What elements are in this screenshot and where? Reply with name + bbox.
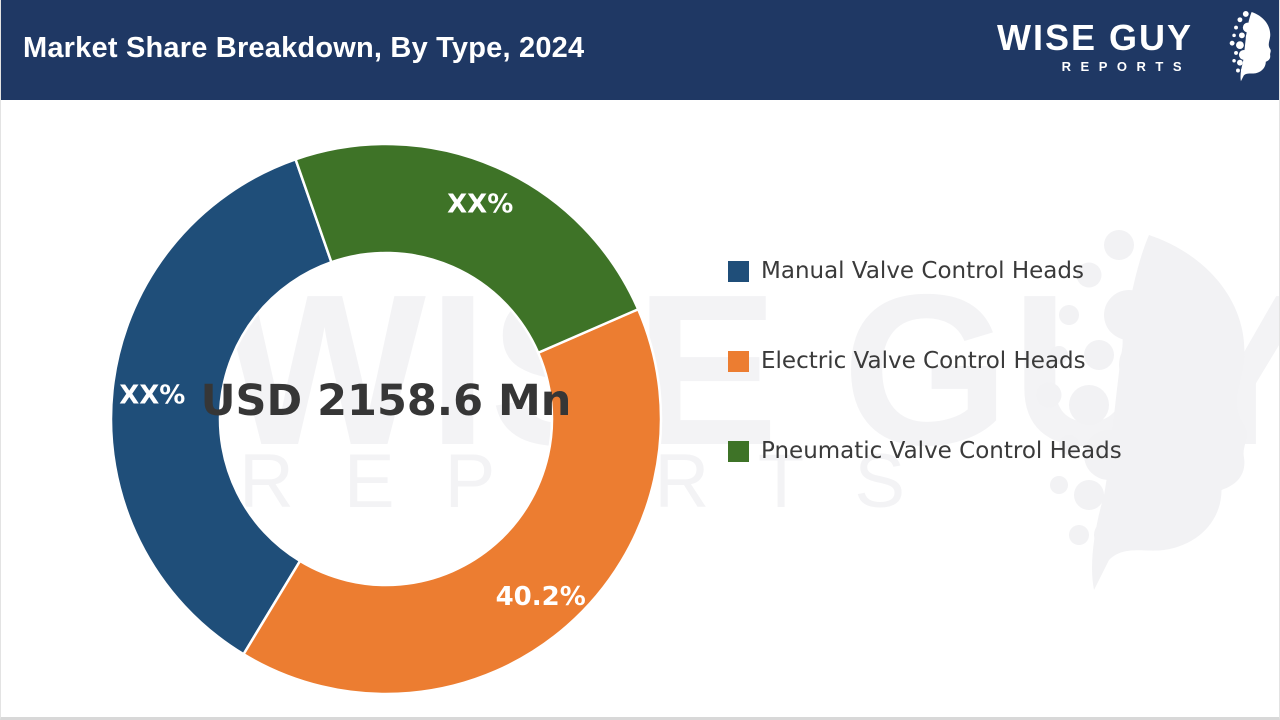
wiseguy-face-icon <box>1229 10 1271 82</box>
legend-item-pneumatic: Pneumatic Valve Control Heads <box>728 437 1122 465</box>
slice-label-1: 40.2% <box>496 582 586 612</box>
slice-label-2: XX% <box>447 190 513 220</box>
brand-logo-reports: REPORTS <box>1061 59 1191 74</box>
legend-label-electric: Electric Valve Control Heads <box>761 348 1086 374</box>
brand-logo: WISE GUY REPORTS <box>996 17 1193 75</box>
legend-swatch-manual <box>728 260 749 282</box>
donut-slice-2 <box>294 142 640 355</box>
donut-slice-1 <box>242 308 663 696</box>
legend-label-manual: Manual Valve Control Heads <box>761 258 1084 284</box>
header-bar: Market Share Breakdown, By Type, 2024 WI… <box>1 0 1279 100</box>
legend-label-pneumatic: Pneumatic Valve Control Heads <box>761 438 1122 464</box>
chart-legend: Manual Valve Control Heads Electric Valv… <box>728 257 1122 465</box>
legend-item-electric: Electric Valve Control Heads <box>728 347 1122 375</box>
legend-swatch-pneumatic <box>728 440 749 462</box>
legend-swatch-electric <box>728 350 749 372</box>
watermark-face-icon <box>1036 230 1247 590</box>
legend-item-manual: Manual Valve Control Heads <box>728 257 1122 285</box>
chart-center-value: USD 2158.6 Mn <box>200 376 572 426</box>
slice-label-0: XX% <box>119 380 185 410</box>
brand-logo-wiseguy: WISE GUY <box>996 17 1193 58</box>
donut-slice-0 <box>109 158 333 656</box>
page-title: Market Share Breakdown, By Type, 2024 <box>23 32 585 65</box>
